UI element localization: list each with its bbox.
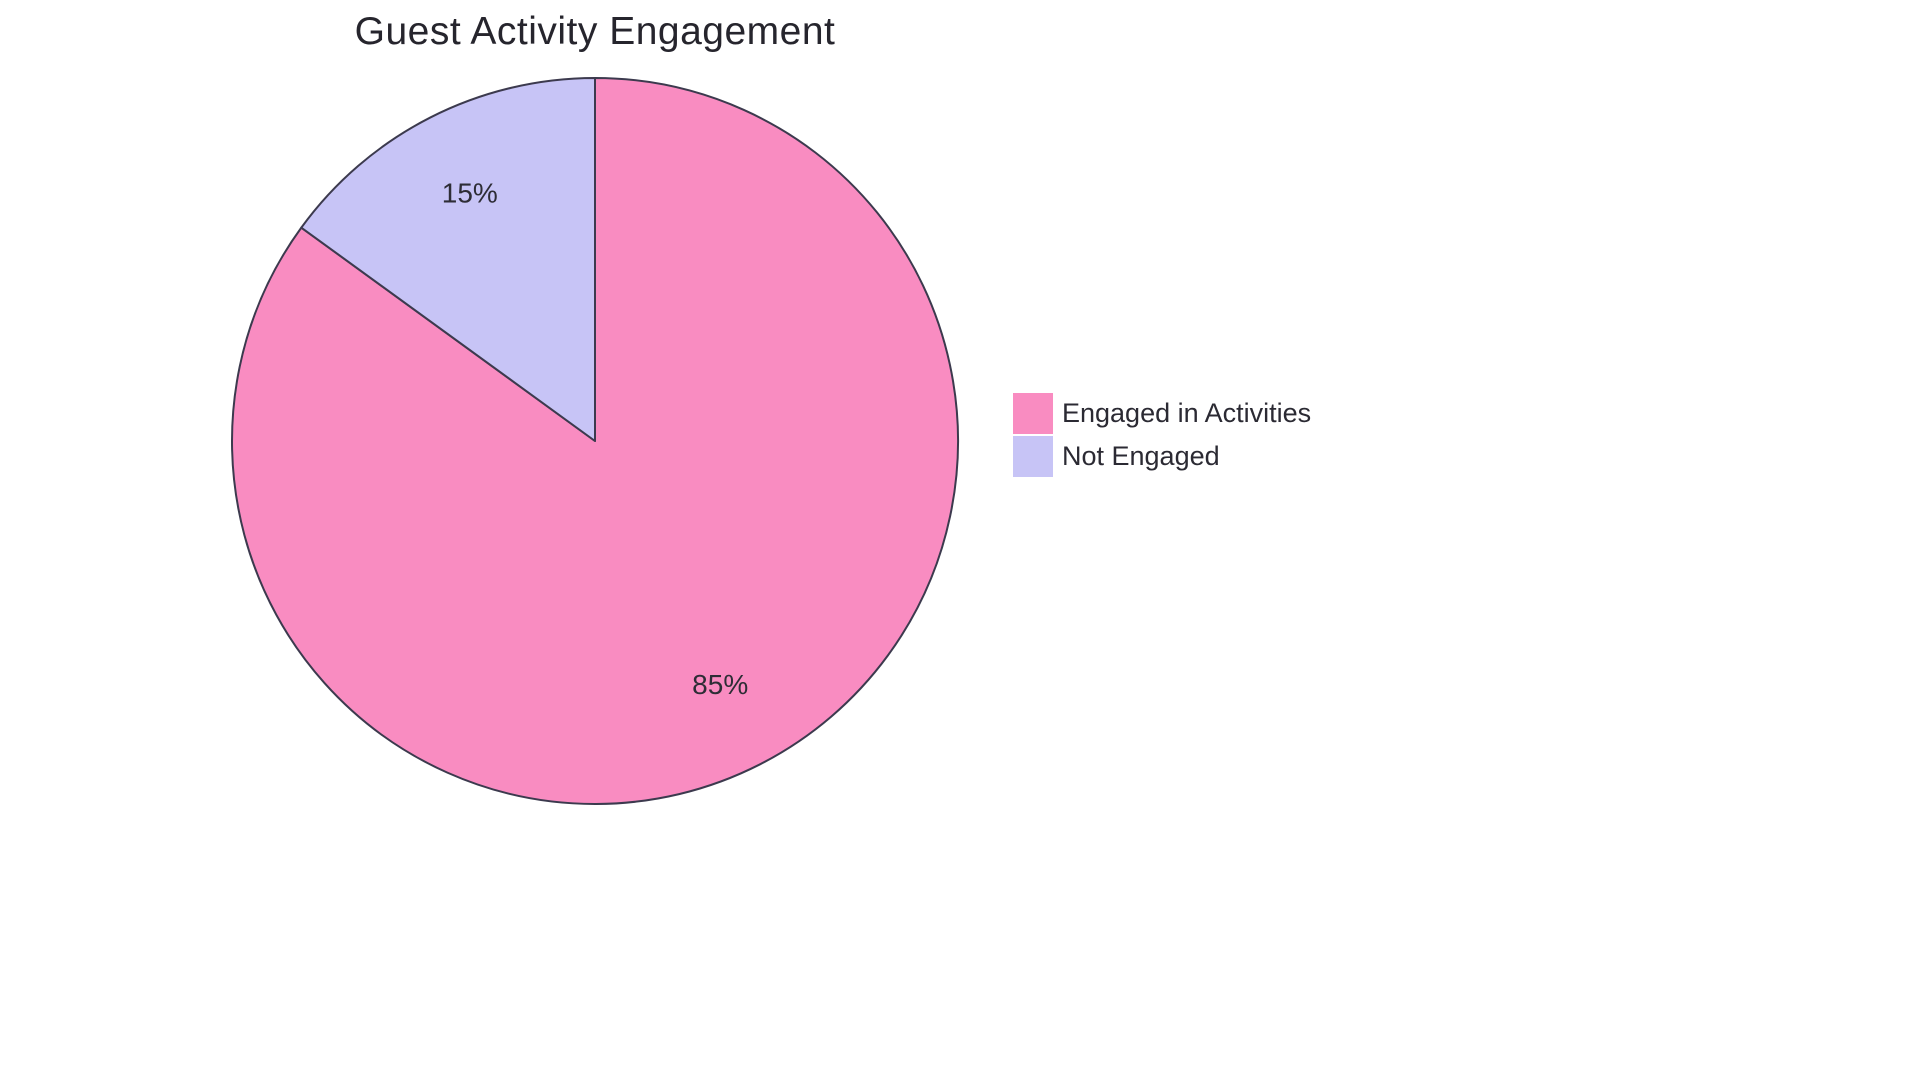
legend-item-not-engaged: Not Engaged (1013, 436, 1311, 477)
legend-label-engaged: Engaged in Activities (1062, 398, 1312, 428)
pie-slice-not-engaged (300, 77, 596, 442)
legend-swatch-engaged (1013, 393, 1053, 434)
legend-label-not-engaged: Not Engaged (1062, 441, 1220, 471)
legend-item-engaged: Engaged in Activities (1013, 393, 1311, 434)
chart-title: Guest Activity Engagement (354, 10, 836, 53)
pie-slice-value-label-not-engaged: 15% (442, 178, 498, 209)
legend: Engaged in Activities Not Engaged (1013, 393, 1311, 477)
pie-slice-value-label-engaged-in-activities: 85% (692, 669, 748, 700)
legend-swatch-not-engaged (1013, 436, 1053, 477)
